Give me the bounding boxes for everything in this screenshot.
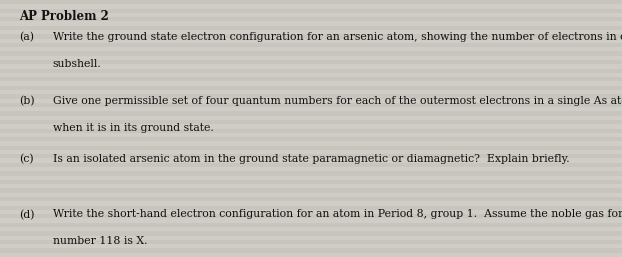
Text: (c): (c) — [19, 154, 34, 164]
Bar — [0, 159, 622, 163]
Bar — [0, 218, 622, 223]
Bar — [0, 141, 622, 146]
Bar — [0, 81, 622, 86]
Bar — [0, 133, 622, 137]
Bar — [0, 210, 622, 214]
Bar — [0, 30, 622, 34]
Bar — [0, 116, 622, 120]
Bar — [0, 167, 622, 171]
Bar — [0, 90, 622, 94]
Bar — [0, 98, 622, 103]
Bar — [0, 64, 622, 69]
Bar — [0, 176, 622, 180]
Text: number 118 is X.: number 118 is X. — [53, 236, 147, 246]
Bar — [0, 39, 622, 43]
Text: Is an isolated arsenic atom in the ground state paramagnetic or diamagnetic?  Ex: Is an isolated arsenic atom in the groun… — [53, 154, 570, 164]
Bar — [0, 73, 622, 77]
Bar — [0, 124, 622, 128]
Bar — [0, 21, 622, 26]
Bar — [0, 236, 622, 240]
Bar — [0, 107, 622, 111]
Text: Write the short-hand electron configuration for an atom in Period 8, group 1.  A: Write the short-hand electron configurat… — [53, 209, 622, 219]
Text: (d): (d) — [19, 209, 34, 220]
Bar — [0, 227, 622, 231]
Text: (b): (b) — [19, 96, 34, 107]
Bar — [0, 253, 622, 257]
Bar — [0, 47, 622, 51]
Text: Write the ground state electron configuration for an arsenic atom, showing the n: Write the ground state electron configur… — [53, 32, 622, 42]
Text: when it is in its ground state.: when it is in its ground state. — [53, 123, 213, 133]
Bar — [0, 244, 622, 249]
Text: (a): (a) — [19, 32, 34, 42]
Bar — [0, 56, 622, 60]
Bar — [0, 201, 622, 206]
Bar — [0, 150, 622, 154]
Bar — [0, 193, 622, 197]
Text: AP Problem 2: AP Problem 2 — [19, 10, 108, 23]
Bar — [0, 4, 622, 8]
Text: Give one permissible set of four quantum numbers for each of the outermost elect: Give one permissible set of four quantum… — [53, 96, 622, 106]
Bar — [0, 13, 622, 17]
Text: subshell.: subshell. — [53, 59, 101, 69]
Bar — [0, 184, 622, 188]
